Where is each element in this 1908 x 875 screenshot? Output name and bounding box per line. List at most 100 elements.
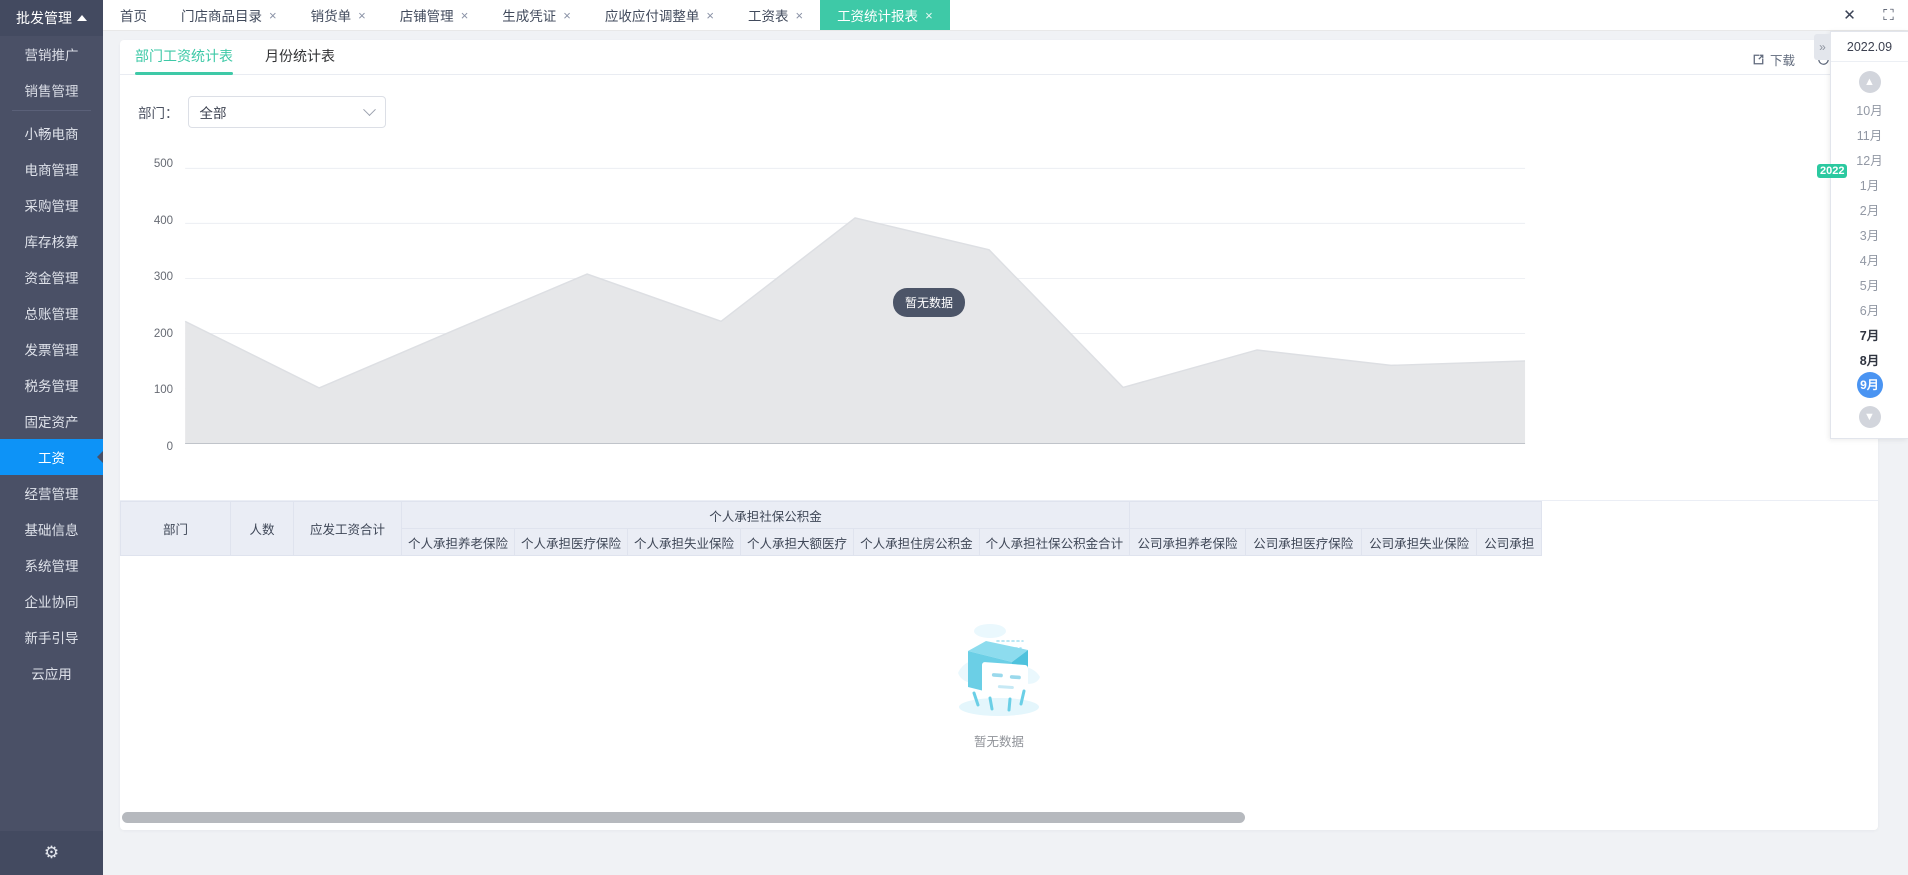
month-list: 10月 11月 12月 2022 1月 2月 3月 4月 5月 6月 7月 8月 9月 [1817, 97, 1908, 398]
tab-3[interactable]: 店铺管理 × [383, 0, 486, 30]
month-item-11月[interactable]: 11月 [1831, 122, 1908, 147]
department-select[interactable]: 全部 [187, 96, 386, 128]
chevron-up-icon[interactable]: ▲ [1858, 71, 1881, 93]
caret-up-icon [77, 15, 87, 21]
empty-state: 暂无数据 [120, 557, 1878, 808]
sidebar-item-2[interactable]: 采购管理 [0, 187, 103, 223]
y-tick-500: 500 [153, 158, 173, 170]
tab-0[interactable]: 首页 [103, 0, 164, 30]
tab-close-icon[interactable]: × [706, 7, 714, 23]
month-item-4月[interactable]: 4月 [1831, 247, 1908, 272]
month-item-8月[interactable]: 8月 [1831, 347, 1908, 372]
month-label: 3月 [1859, 229, 1880, 243]
month-label: 2月 [1859, 204, 1880, 218]
table-sub-header-8: 公司承担失业保险 [1360, 528, 1478, 556]
tab-bar: 首页 门店商品目录 × 销货单 × 店铺管理 × 生成凭证 × 应收应付调整单 × 工资表 × 工资统计报… [103, 0, 1908, 31]
sidebar-item-7[interactable]: 税务管理 [0, 367, 103, 403]
month-item-6月[interactable]: 6月 [1831, 297, 1908, 322]
month-item-5月[interactable]: 5月 [1831, 272, 1908, 297]
month-item-3月[interactable]: 3月 [1831, 222, 1908, 247]
tab-6[interactable]: 工资表 × [731, 0, 820, 30]
sidebar-item-14[interactable]: 新手引导 [0, 619, 103, 655]
y-tick-100: 100 [153, 384, 173, 397]
sidebar-settings-button[interactable]: ⚙ [0, 831, 103, 875]
month-label: 10月 [1856, 104, 1883, 118]
table-sub-header-2: 个人承担失业保险 [627, 528, 742, 556]
sidebar-item-label: 资金管理 [24, 271, 79, 286]
sidebar-subitem-0[interactable]: 营销推广 [24, 48, 79, 63]
tab-close-icon[interactable]: × [460, 7, 469, 23]
salary-table: 部门 人数 应发工资合计 个人承担社保公积金 个人承担养老保险 个人承担医疗保险 个人承担… [120, 500, 1878, 830]
tab-close-icon[interactable]: × [925, 7, 933, 23]
month-item-10月[interactable]: 10月 [1831, 97, 1908, 122]
sidebar-item-label: 采购管理 [24, 199, 79, 214]
sub-tab-1[interactable]: 月份统计表 [265, 48, 335, 64]
month-item-12月[interactable]: 12月 [1831, 147, 1908, 172]
sidebar-item-1[interactable]: 电商管理 [0, 151, 103, 187]
sidebar-item-label: 系统管理 [24, 559, 79, 574]
sidebar-item-9[interactable]: 工资 [0, 439, 103, 475]
month-label: 11月 [1856, 129, 1883, 143]
tab-label: 生成凭证 [502, 9, 557, 24]
sidebar-divider [12, 110, 91, 111]
sub-tab-0[interactable]: 部门工资统计表 [135, 46, 233, 75]
sidebar-item-8[interactable]: 固定资产 [0, 403, 103, 439]
sidebar-item-0[interactable]: 小畅电商 [0, 115, 103, 151]
table-group-header-4 [1129, 501, 1543, 529]
month-item-9月[interactable]: 9月 [1831, 371, 1908, 398]
tab-close-icon[interactable]: × [795, 7, 804, 23]
filter-row: 部门： 全部 [120, 75, 1878, 128]
sidebar-item-label: 小畅电商 [24, 127, 79, 142]
sidebar-item-label: 经营管理 [24, 487, 79, 502]
sidebar-item-4[interactable]: 资金管理 [0, 259, 103, 295]
table-sub-header-5: 个人承担社保公积金合计 [978, 528, 1131, 556]
sidebar-item-3[interactable]: 库存核算 [0, 223, 103, 259]
tab-list: 首页 门店商品目录 × 销货单 × 店铺管理 × 生成凭证 × 应收应付调整单 × 工资表 × 工资统计报… [103, 0, 950, 30]
tab-close-icon[interactable]: × [358, 7, 366, 23]
table-sub-header-0: 个人承担养老保险 [400, 528, 516, 556]
tab-5[interactable]: 应收应付调整单 × [588, 0, 731, 30]
sidebar-item-15[interactable]: 云应用 [0, 655, 103, 691]
tab-close-icon[interactable]: × [563, 7, 571, 23]
table-header-row-sub: 个人承担养老保险 个人承担医疗保险 个人承担失业保险 个人承担大额医疗 个人承担住房公积… [121, 528, 1543, 556]
scrollbar-thumb[interactable] [122, 812, 1245, 823]
sidebar-item-5[interactable]: 总账管理 [0, 295, 103, 331]
table-horizontal-scrollbar[interactable] [120, 812, 1878, 823]
tab-label: 工资统计报表 [837, 9, 919, 24]
tab-label: 店铺管理 [399, 9, 454, 24]
fullscreen-icon[interactable]: ⛶ [1883, 6, 1894, 24]
tab-close-icon[interactable]: × [269, 7, 277, 23]
sidebar-header[interactable]: 批发管理 [0, 0, 103, 36]
main-area: 首页 门店商品目录 × 销货单 × 店铺管理 × 生成凭证 × 应收应付调整单 × 工资表 × 工资统计报… [103, 0, 1908, 875]
month-item-7月[interactable]: 7月 [1831, 322, 1908, 347]
sidebar-item-13[interactable]: 企业协同 [0, 583, 103, 619]
sidebar-subitem-1[interactable]: 销售管理 [24, 84, 79, 99]
month-label: 5月 [1859, 279, 1880, 293]
download-button[interactable]: 下载 [1752, 50, 1795, 69]
close-icon[interactable]: ✕ [1843, 7, 1856, 24]
sidebar-item-label: 云应用 [31, 667, 72, 682]
chevron-down-icon[interactable]: ▼ [1858, 406, 1881, 428]
department-filter-label: 部门： [138, 106, 179, 121]
salary-area-chart: 0 100 200 300 400 500 暂无数据 [120, 152, 1878, 492]
department-select-value: 全部 [199, 106, 227, 121]
month-item-2月[interactable]: 2月 [1831, 197, 1908, 222]
sidebar-header-label: 批发管理 [16, 10, 72, 26]
tab-1[interactable]: 门店商品目录 × [164, 0, 294, 30]
month-picker-header: 2022.09 [1831, 32, 1908, 62]
sub-tab-list: 部门工资统计表 月份统计表 [120, 40, 1878, 75]
tab-4[interactable]: 生成凭证 × [485, 0, 588, 30]
tab-7[interactable]: 工资统计报表 × [820, 0, 950, 30]
sidebar-item-12[interactable]: 系统管理 [0, 547, 103, 583]
sidebar-item-6[interactable]: 发票管理 [0, 331, 103, 367]
table-sub-header-9: 公司承担 [1476, 528, 1543, 556]
tab-2[interactable]: 销货单 × [294, 0, 383, 30]
sidebar-item-label: 固定资产 [24, 415, 79, 430]
double-chevron-right-icon[interactable]: » [1814, 34, 1831, 60]
sidebar-item-11[interactable]: 基础信息 [0, 511, 103, 547]
month-item-1月[interactable]: 2022 1月 [1817, 164, 1908, 197]
download-icon [1753, 54, 1764, 65]
sidebar-item-10[interactable]: 经营管理 [0, 475, 103, 511]
sidebar-item-label: 库存核算 [24, 235, 79, 250]
